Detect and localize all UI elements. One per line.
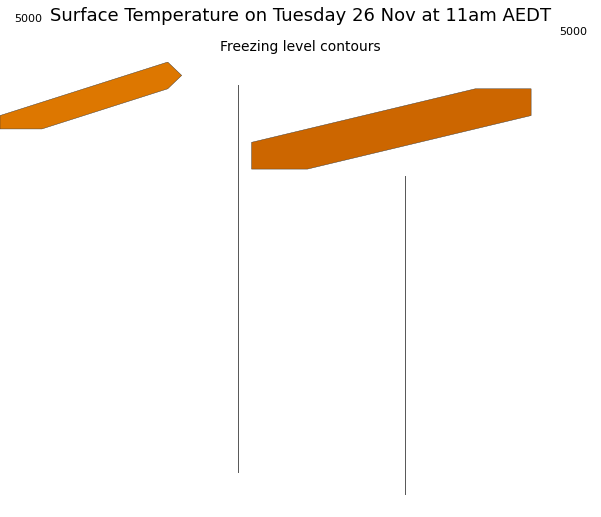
Polygon shape — [252, 89, 531, 169]
Polygon shape — [0, 62, 182, 129]
Text: 5000: 5000 — [559, 27, 587, 37]
Text: Surface Temperature on Tuesday 26 Nov at 11am AEDT: Surface Temperature on Tuesday 26 Nov at… — [50, 7, 551, 24]
Circle shape — [340, 12, 346, 18]
Text: 5000: 5000 — [14, 14, 42, 24]
Polygon shape — [224, 0, 405, 35]
Polygon shape — [21, 0, 580, 35]
Text: Freezing level contours: Freezing level contours — [220, 39, 381, 54]
Circle shape — [248, 44, 255, 53]
